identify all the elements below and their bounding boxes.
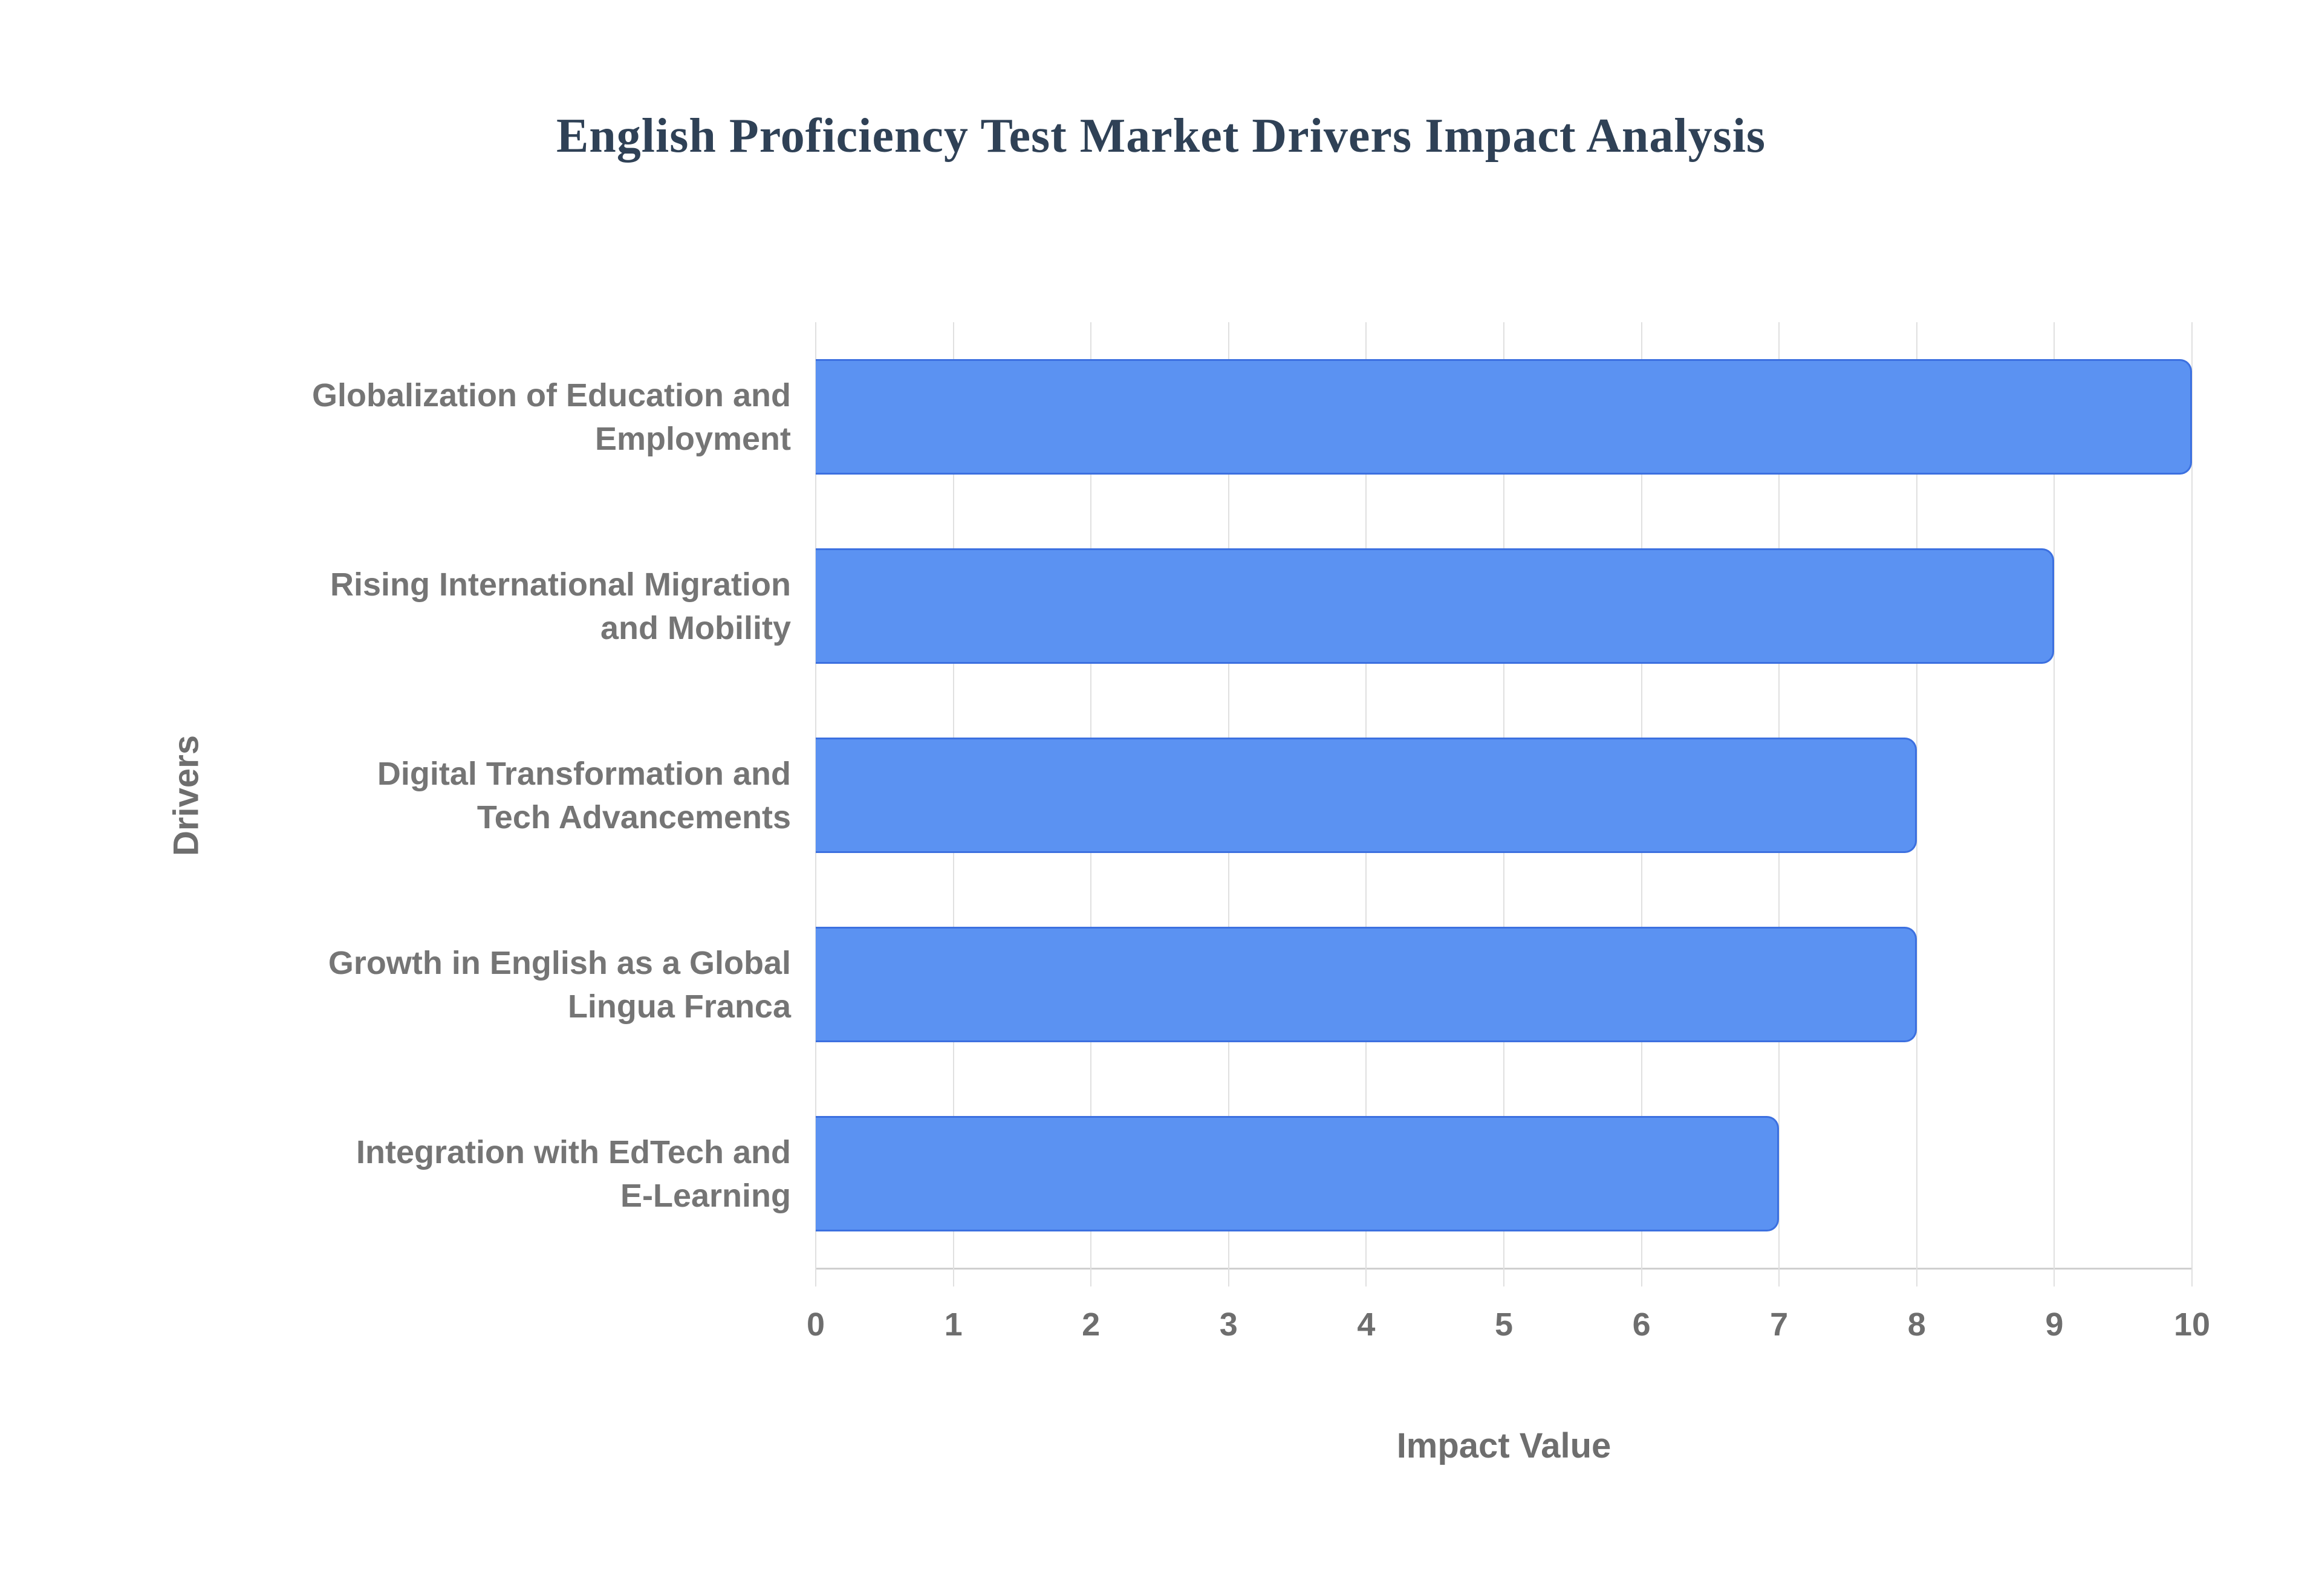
bar-row [816,890,2192,1079]
x-tick-label: 8 [1907,1306,1926,1343]
bar-row [816,511,2192,701]
x-tick-label: 1 [944,1306,963,1343]
y-category-label: Integration with EdTech and E-Learning [356,1134,791,1214]
gridline [1916,322,1917,1286]
x-tick-label: 9 [2045,1306,2064,1343]
x-tick-label: 0 [806,1306,825,1343]
bar [816,548,2055,664]
y-category-label: Digital Transformation and Tech Advancem… [377,755,791,835]
bar-row [816,701,2192,890]
x-tick-labels: 0 1 2 3 4 5 6 7 8 9 10 [807,1306,2210,1348]
x-tick-label: 4 [1357,1306,1376,1343]
bar-row [816,1079,2192,1268]
y-category-label: Growth in English as a Global Lingua Fra… [328,944,791,1025]
gridline [2191,322,2193,1286]
gridline [2054,322,2055,1286]
bar [816,738,1917,853]
x-tick-label: 2 [1082,1306,1101,1343]
y-category-label: Globalization of Education and Employmen… [312,377,791,457]
x-axis-title: Impact Value [1396,1426,1611,1465]
chart-title: English Proficiency Test Market Drivers … [556,109,1766,163]
bar-row [816,322,2192,511]
bar [816,359,2192,475]
x-tick-label: 10 [2173,1306,2211,1343]
x-tick-label: 5 [1494,1306,1514,1343]
y-axis-labels: Globalization of Education and Employmen… [145,322,791,1268]
x-tick-label: 3 [1219,1306,1238,1343]
bar [816,927,1917,1042]
bar [816,1116,1780,1231]
plot-area [815,322,2193,1286]
x-tick-label: 6 [1632,1306,1651,1343]
x-tick-label: 7 [1770,1306,1789,1343]
y-category-label: Rising International Migration and Mobil… [330,566,791,646]
